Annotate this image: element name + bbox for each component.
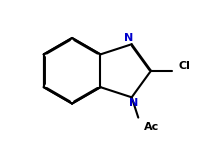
Text: N: N [128,98,138,108]
Text: Cl: Cl [178,61,190,71]
Text: Ac: Ac [144,122,159,132]
Text: N: N [124,33,133,43]
